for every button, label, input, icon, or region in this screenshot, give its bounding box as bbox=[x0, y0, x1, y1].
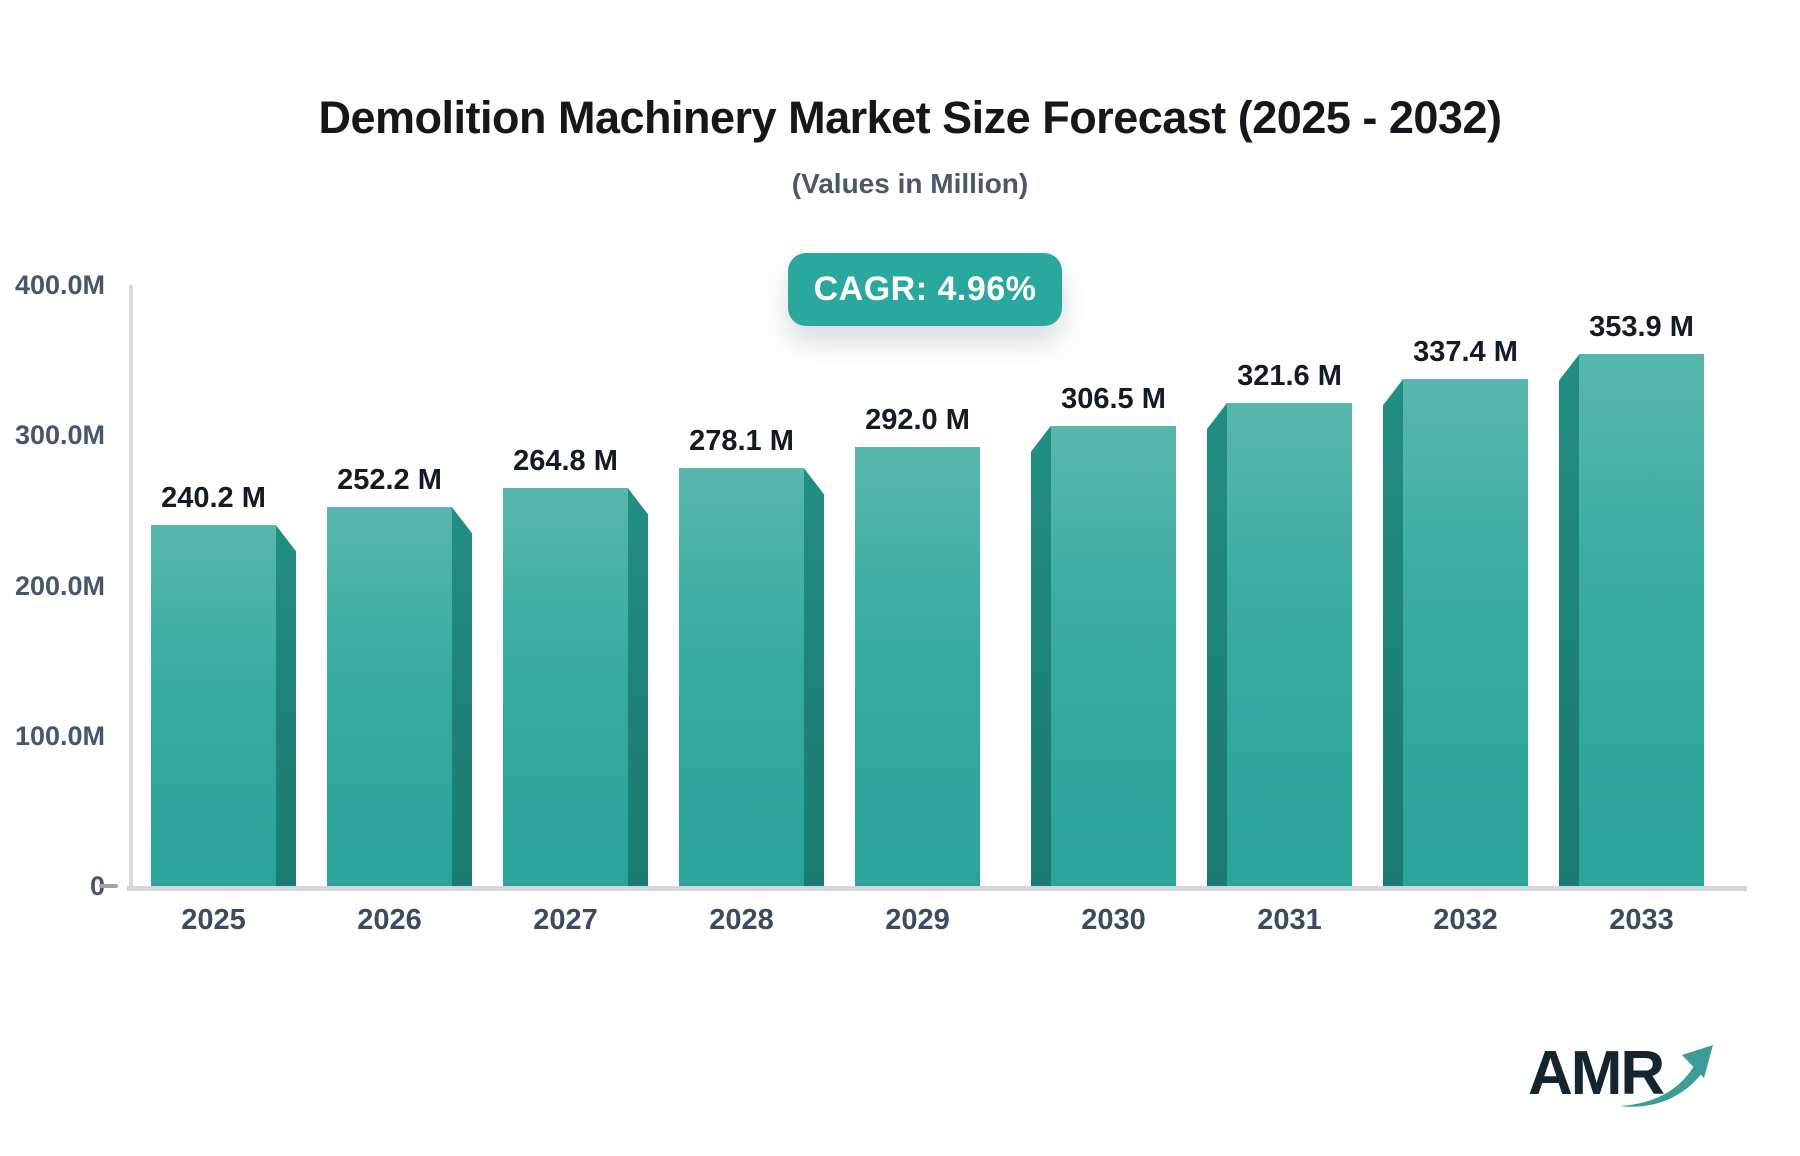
bar-value-label: 240.2 M bbox=[161, 482, 266, 515]
x-axis-year-label: 2027 bbox=[533, 904, 598, 936]
x-axis-year-label: 2025 bbox=[181, 904, 246, 936]
amr-logo: AMR bbox=[1528, 1030, 1728, 1120]
chart-title: Demolition Machinery Market Size Forecas… bbox=[318, 92, 1502, 143]
y-axis-tick-label: 0 bbox=[89, 871, 105, 901]
y-axis-tick-label: 100.0M bbox=[14, 720, 105, 751]
bar-2026 bbox=[327, 507, 452, 886]
x-axis-year-label: 2029 bbox=[885, 904, 950, 936]
bar-value-label: 321.6 M bbox=[1237, 359, 1342, 392]
bar-2033 bbox=[1579, 354, 1704, 886]
bar-2030 bbox=[1051, 425, 1176, 886]
bar-2031 bbox=[1227, 402, 1352, 886]
x-axis-year-label: 2033 bbox=[1609, 904, 1674, 936]
bar-3d-side-2032 bbox=[1383, 379, 1403, 886]
x-axis-year-label: 2031 bbox=[1257, 904, 1322, 936]
bar-3d-side-2028 bbox=[804, 468, 824, 886]
bar-3d-side-2026 bbox=[452, 507, 472, 886]
bar-3d-side-2033 bbox=[1559, 354, 1579, 886]
bar-2025 bbox=[151, 525, 276, 886]
bar-value-label: 337.4 M bbox=[1413, 336, 1518, 369]
y-axis-line bbox=[129, 285, 133, 886]
zero-tick-mark bbox=[99, 884, 118, 888]
bar-2032 bbox=[1403, 379, 1528, 886]
chart-subtitle: (Values in Million) bbox=[791, 168, 1029, 199]
bar-value-label: 264.8 M bbox=[513, 445, 618, 478]
x-axis-year-label: 2026 bbox=[357, 904, 422, 936]
bar-2027 bbox=[503, 488, 628, 886]
bar-2029 bbox=[855, 447, 980, 886]
amr-logo-text: AMR bbox=[1528, 1039, 1665, 1108]
x-axis-baseline bbox=[127, 886, 1747, 891]
bar-value-label: 252.2 M bbox=[337, 464, 442, 497]
cagr-badge-label: CAGR: 4.96% bbox=[813, 270, 1037, 308]
x-axis-year-label: 2032 bbox=[1433, 904, 1498, 936]
x-axis-year-label: 2030 bbox=[1081, 904, 1146, 936]
cagr-badge: CAGR: 4.96% bbox=[788, 253, 1062, 326]
bar-3d-side-2031 bbox=[1207, 402, 1227, 886]
x-axis-year-label: 2028 bbox=[709, 904, 774, 936]
y-axis-tick-label: 200.0M bbox=[14, 570, 105, 601]
bar-3d-side-2025 bbox=[276, 525, 296, 886]
y-axis-tick-label: 300.0M bbox=[14, 420, 105, 451]
upward-trend-arrow-icon bbox=[1620, 1045, 1713, 1107]
bar-value-label: 306.5 M bbox=[1061, 382, 1166, 415]
bar-value-label: 353.9 M bbox=[1589, 311, 1694, 344]
bar-value-label: 278.1 M bbox=[689, 425, 794, 458]
bar-3d-side-2027 bbox=[628, 488, 648, 886]
bar-2028 bbox=[679, 468, 804, 886]
y-axis-tick-label: 400.0M bbox=[14, 270, 105, 301]
bar-value-label: 292.0 M bbox=[865, 404, 970, 437]
bar-3d-side-2030 bbox=[1031, 425, 1051, 886]
